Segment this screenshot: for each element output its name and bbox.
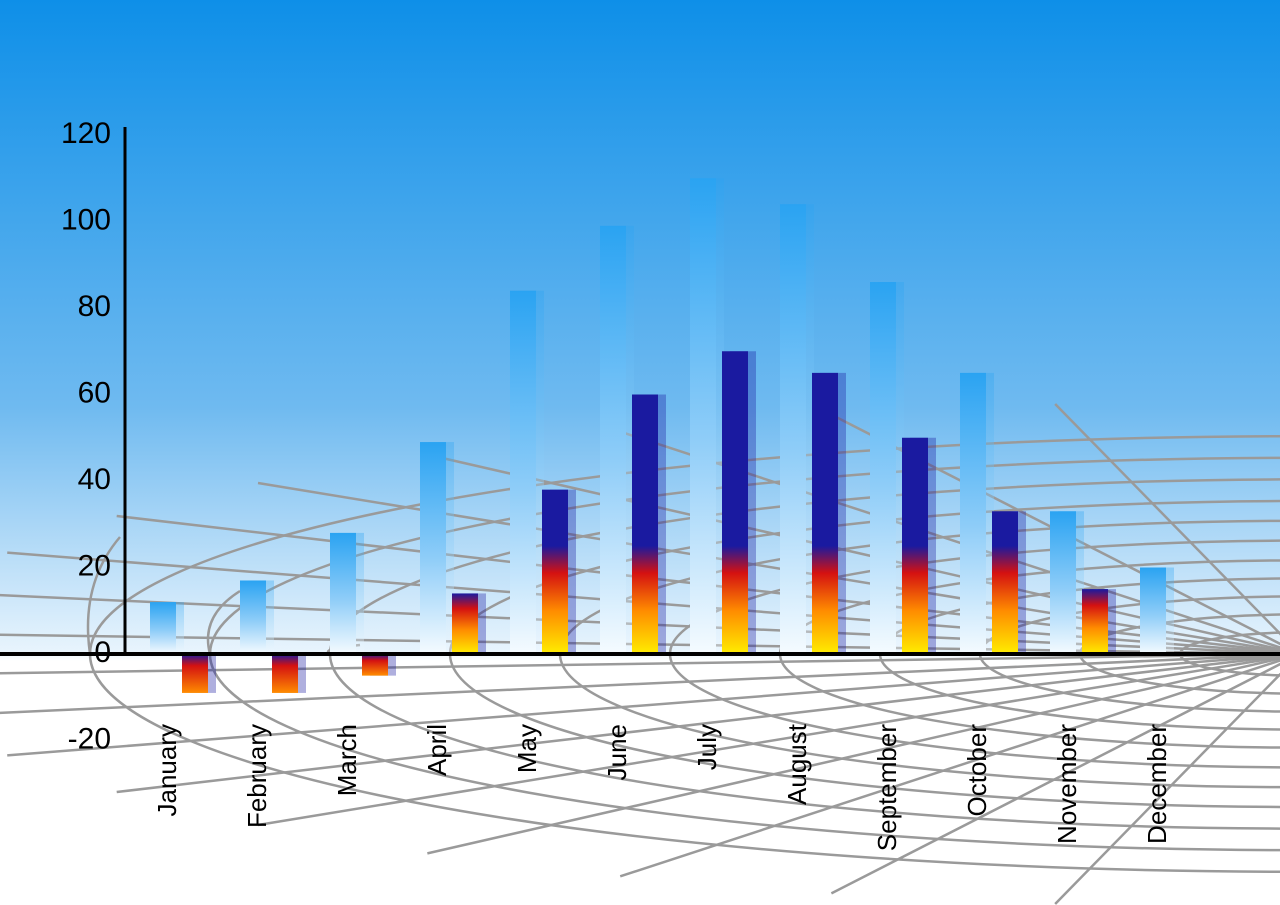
bar-series-a — [240, 580, 266, 654]
bar-series-b — [272, 654, 298, 693]
bar-series-b — [722, 351, 748, 654]
bar-series-b — [182, 654, 208, 693]
bar-series-b — [992, 511, 1018, 654]
y-tick-label: 40 — [78, 463, 111, 496]
bar-series-a — [330, 533, 356, 654]
y-tick-label: 20 — [78, 549, 111, 582]
x-category-label: November — [1052, 724, 1082, 844]
x-category-label: August — [782, 723, 812, 805]
bar-series-a — [780, 204, 806, 654]
bar-series-b — [902, 438, 928, 654]
x-category-label: September — [872, 724, 902, 852]
x-category-label: October — [962, 724, 992, 817]
y-tick-label: -20 — [68, 722, 111, 755]
bar-series-b — [632, 395, 658, 655]
bar-series-a — [1050, 511, 1076, 654]
x-category-label: May — [512, 724, 542, 773]
bar-series-a — [150, 602, 176, 654]
bar-series-a — [600, 226, 626, 654]
x-category-label: December — [1142, 724, 1172, 844]
y-tick-label: 120 — [61, 117, 111, 150]
y-tick-label: 0 — [94, 636, 111, 669]
chart-container: -20 0 20 40 60 80 100 120 January February March Ap… — [0, 0, 1280, 905]
x-category-label: February — [242, 724, 272, 828]
bar-series-a — [510, 291, 536, 654]
x-category-label: July — [692, 724, 722, 770]
bar-series-b — [812, 373, 838, 654]
y-tick-label: 100 — [61, 203, 111, 236]
bar-series-b — [542, 490, 568, 654]
y-tick-label: 60 — [78, 376, 111, 409]
y-tick-label: 80 — [78, 290, 111, 323]
bar-series-a — [1140, 568, 1166, 655]
bar-series-b — [452, 593, 478, 654]
bar-series-a — [960, 373, 986, 654]
bar-series-a — [420, 442, 446, 654]
chart-svg: -20 0 20 40 60 80 100 120 January February March Ap… — [0, 0, 1280, 905]
x-category-label: April — [422, 724, 452, 776]
bar-series-a — [870, 282, 896, 654]
bar-series-a — [690, 178, 716, 654]
bar-series-b — [1082, 589, 1108, 654]
bar-series-b — [362, 654, 388, 676]
x-category-label: January — [152, 724, 182, 817]
x-category-label: June — [602, 724, 632, 780]
x-category-label: March — [332, 724, 362, 796]
